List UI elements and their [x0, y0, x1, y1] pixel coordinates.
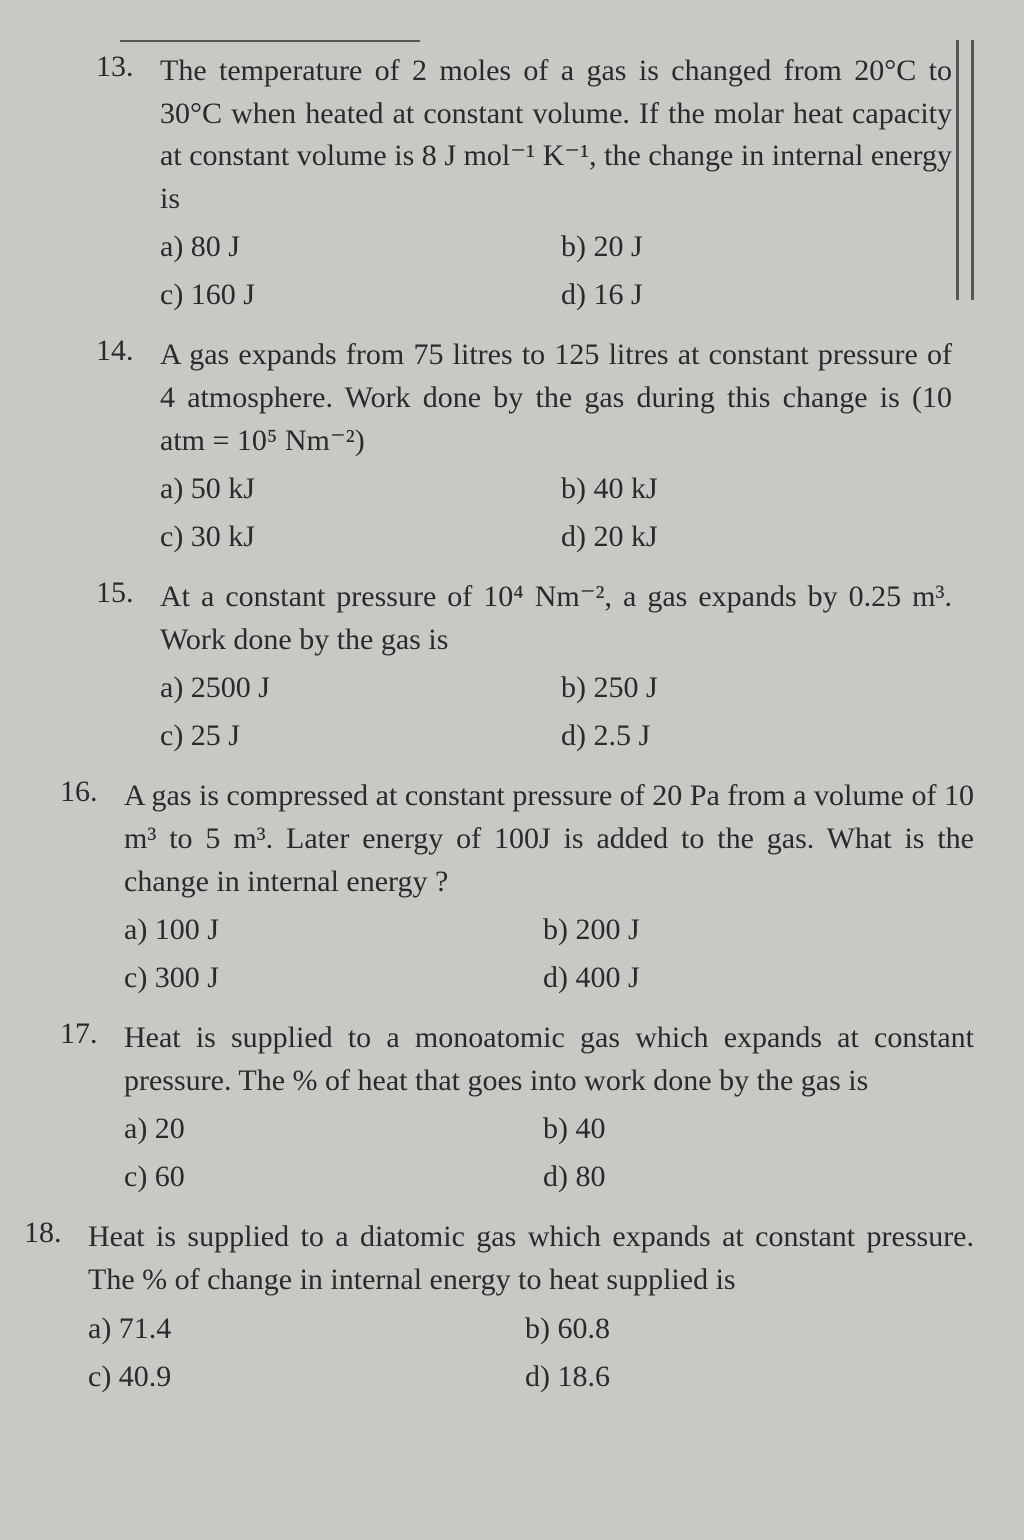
options: a) 20 b) 40 c) 60 d) 80: [124, 1108, 974, 1198]
option-d: d) 20 kJ: [561, 516, 952, 558]
top-rule: [120, 40, 420, 42]
option-a: a) 20: [124, 1108, 533, 1150]
question-16: 16. A gas is compressed at constant pres…: [54, 775, 974, 999]
option-d: d) 80: [543, 1156, 952, 1198]
question-number: 18.: [18, 1216, 88, 1250]
question-number: 15.: [90, 576, 160, 610]
side-rule-2: [971, 40, 974, 300]
question-number: 14.: [90, 334, 160, 368]
options: a) 80 J b) 20 J c) 160 J d) 16 J: [160, 226, 974, 316]
question-text: A gas expands from 75 litres to 125 litr…: [160, 334, 974, 462]
option-a: a) 71.4: [88, 1308, 515, 1350]
option-b: b) 60.8: [525, 1308, 952, 1350]
option-d: d) 18.6: [525, 1356, 952, 1398]
option-a: a) 2500 J: [160, 667, 551, 709]
option-a: a) 80 J: [160, 226, 551, 268]
options: a) 71.4 b) 60.8 c) 40.9 d) 18.6: [88, 1308, 974, 1398]
question-text: Heat is supplied to a monoatomic gas whi…: [124, 1017, 974, 1102]
question-text: Heat is supplied to a diatomic gas which…: [88, 1216, 974, 1301]
option-b: b) 40: [543, 1108, 952, 1150]
question-text: A gas is compressed at constant pressure…: [124, 775, 974, 903]
option-b: b) 250 J: [561, 667, 952, 709]
option-b: b) 20 J: [561, 226, 952, 268]
question-13: 13. The temperature of 2 moles of a gas …: [90, 50, 974, 316]
question-number: 13.: [90, 50, 160, 84]
option-a: a) 100 J: [124, 909, 533, 951]
question-15: 15. At a constant pressure of 10⁴ Nm⁻², …: [90, 576, 974, 757]
option-c: c) 60: [124, 1156, 533, 1198]
option-d: d) 400 J: [543, 957, 952, 999]
question-text: At a constant pressure of 10⁴ Nm⁻², a ga…: [160, 576, 974, 661]
option-c: c) 25 J: [160, 715, 551, 757]
question-18: 18. Heat is supplied to a diatomic gas w…: [18, 1216, 974, 1397]
option-d: d) 16 J: [561, 274, 952, 316]
option-c: c) 40.9: [88, 1356, 515, 1398]
option-c: c) 300 J: [124, 957, 533, 999]
question-number: 16.: [54, 775, 124, 809]
question-17: 17. Heat is supplied to a monoatomic gas…: [54, 1017, 974, 1198]
option-c: c) 30 kJ: [160, 516, 551, 558]
question-14: 14. A gas expands from 75 litres to 125 …: [90, 334, 974, 558]
option-b: b) 40 kJ: [561, 468, 952, 510]
side-rule-1: [956, 40, 959, 300]
options: a) 100 J b) 200 J c) 300 J d) 400 J: [124, 909, 974, 999]
option-d: d) 2.5 J: [561, 715, 952, 757]
side-rules: [956, 40, 974, 300]
option-b: b) 200 J: [543, 909, 952, 951]
option-a: a) 50 kJ: [160, 468, 551, 510]
exam-page: 13. The temperature of 2 moles of a gas …: [90, 40, 974, 1398]
options: a) 2500 J b) 250 J c) 25 J d) 2.5 J: [160, 667, 974, 757]
question-number: 17.: [54, 1017, 124, 1051]
option-c: c) 160 J: [160, 274, 551, 316]
options: a) 50 kJ b) 40 kJ c) 30 kJ d) 20 kJ: [160, 468, 974, 558]
question-text: The temperature of 2 moles of a gas is c…: [160, 50, 974, 220]
